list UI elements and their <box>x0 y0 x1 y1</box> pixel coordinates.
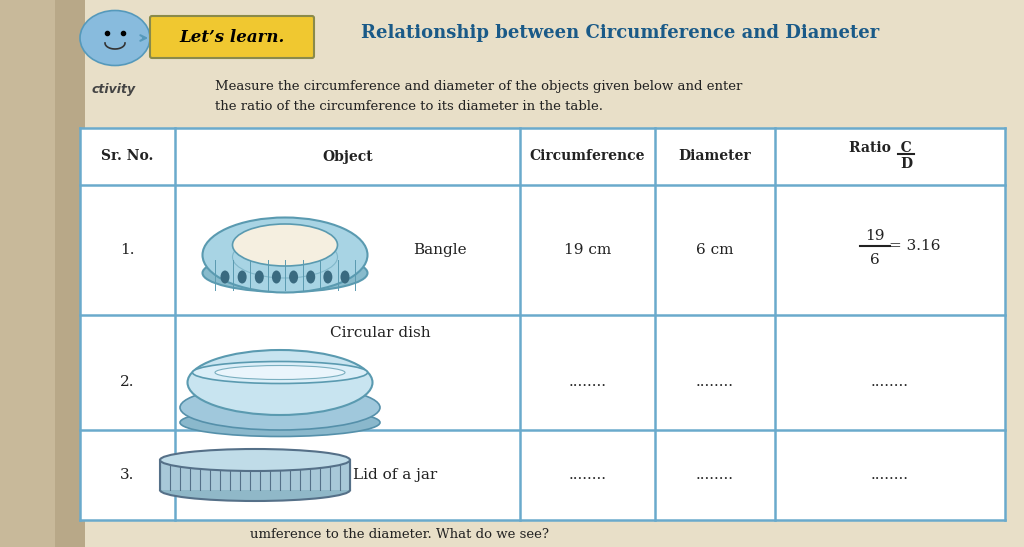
Text: ........: ........ <box>568 375 606 389</box>
Text: 2.: 2. <box>120 375 135 389</box>
Ellipse shape <box>255 271 264 283</box>
Ellipse shape <box>289 271 298 283</box>
Bar <box>80 128 1005 520</box>
Ellipse shape <box>203 254 368 292</box>
FancyBboxPatch shape <box>55 0 1024 547</box>
Ellipse shape <box>160 449 350 471</box>
Text: 6 cm: 6 cm <box>696 243 734 257</box>
Ellipse shape <box>180 409 380 437</box>
Text: Circumference: Circumference <box>529 149 645 164</box>
Text: = 3.16: = 3.16 <box>889 239 941 253</box>
Text: 6: 6 <box>870 253 880 267</box>
Ellipse shape <box>220 271 229 283</box>
Bar <box>55 0 85 547</box>
Ellipse shape <box>160 479 350 501</box>
Ellipse shape <box>232 224 338 266</box>
Ellipse shape <box>306 271 315 283</box>
Text: 19 cm: 19 cm <box>564 243 611 257</box>
Text: Bangle: Bangle <box>414 243 467 257</box>
Ellipse shape <box>180 385 380 430</box>
Ellipse shape <box>80 10 150 66</box>
Ellipse shape <box>193 362 368 383</box>
Ellipse shape <box>232 236 338 278</box>
Text: ctivity: ctivity <box>92 84 136 96</box>
Bar <box>160 460 350 490</box>
Text: ........: ........ <box>696 468 734 482</box>
Ellipse shape <box>324 271 333 283</box>
Ellipse shape <box>272 271 281 283</box>
Text: Lid of a jar: Lid of a jar <box>353 468 437 482</box>
FancyBboxPatch shape <box>150 16 314 58</box>
Text: D: D <box>900 158 912 172</box>
Text: Diameter: Diameter <box>679 149 752 164</box>
Text: Measure the circumference and diameter of the objects given below and enter
the : Measure the circumference and diameter o… <box>215 80 742 113</box>
Text: 1.: 1. <box>120 243 135 257</box>
Text: 3.: 3. <box>120 468 135 482</box>
Text: ........: ........ <box>568 468 606 482</box>
Text: ........: ........ <box>696 375 734 389</box>
Text: umference to the diameter. What do we see?: umference to the diameter. What do we se… <box>250 528 549 542</box>
Ellipse shape <box>341 271 349 283</box>
Ellipse shape <box>238 271 247 283</box>
Text: Circular dish: Circular dish <box>330 326 430 340</box>
Ellipse shape <box>203 218 368 293</box>
Text: Relationship between Circumference and Diameter: Relationship between Circumference and D… <box>360 24 880 42</box>
Text: ........: ........ <box>871 468 909 482</box>
Text: Ratio  C: Ratio C <box>849 142 911 155</box>
Text: Object: Object <box>323 149 373 164</box>
Text: Sr. No.: Sr. No. <box>101 149 154 164</box>
Ellipse shape <box>215 365 345 380</box>
Text: Let’s learn.: Let’s learn. <box>179 28 285 45</box>
Text: ........: ........ <box>871 375 909 389</box>
Ellipse shape <box>187 350 373 415</box>
Text: 19: 19 <box>865 229 885 243</box>
